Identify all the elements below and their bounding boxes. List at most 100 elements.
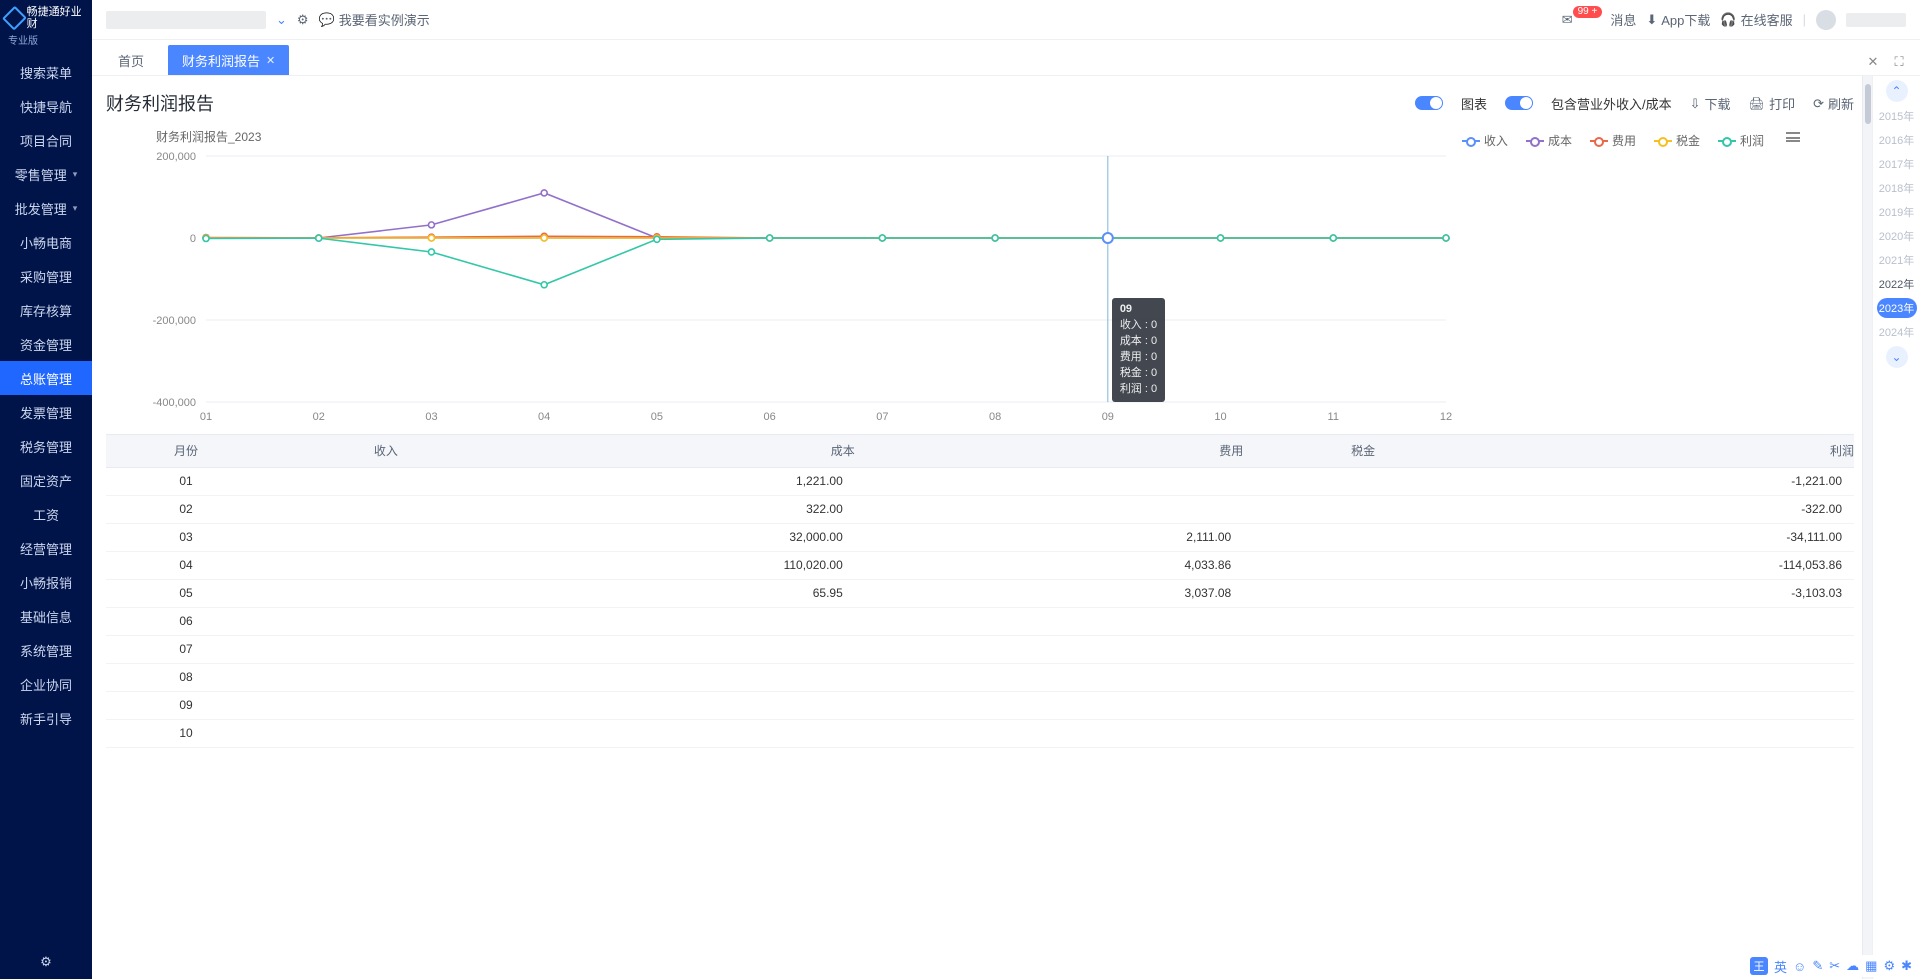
th-4: 税金 [1243, 435, 1375, 467]
org-selector[interactable] [106, 11, 266, 29]
cell [1243, 495, 1375, 523]
year-2023年[interactable]: 2023年 [1877, 298, 1917, 318]
speech-icon: 💬 [319, 12, 335, 28]
svg-text:07: 07 [876, 411, 888, 423]
sidebar-item-11[interactable]: 税务管理 [0, 429, 92, 463]
legend-费用[interactable]: 费用 [1590, 132, 1636, 149]
print-button[interactable]: 🖨打印 [1749, 94, 1796, 113]
tab-0[interactable]: 首页 [104, 45, 158, 75]
tab-close-all[interactable]: ✕ [1864, 53, 1882, 71]
tab-1[interactable]: 财务利润报告✕ [168, 45, 289, 75]
sidebar-menu: 搜索菜单快捷导航项目合同零售管理批发管理小畅电商采购管理库存核算资金管理总账管理… [0, 55, 92, 945]
sidebar-item-9[interactable]: 总账管理 [0, 361, 92, 395]
toggle-chart-label: 图表 [1461, 94, 1487, 113]
ime-item-5[interactable]: ▦ [1865, 958, 1877, 974]
fullscreen-icon[interactable]: ⛶ [1890, 53, 1908, 71]
year-2016年[interactable]: 2016年 [1877, 130, 1917, 150]
sidebar-item-2[interactable]: 项目合同 [0, 123, 92, 157]
refresh-icon: ⟳ [1813, 97, 1824, 110]
app-download[interactable]: ⬇ App下载 [1646, 10, 1710, 29]
demo-link[interactable]: 💬 我要看实例演示 [319, 10, 430, 29]
year-2019年[interactable]: 2019年 [1877, 202, 1917, 222]
sidebar-item-19[interactable]: 新手引导 [0, 701, 92, 735]
svg-text:09: 09 [1102, 411, 1114, 423]
cell [398, 719, 855, 747]
cell [1375, 635, 1854, 663]
sidebar-item-7[interactable]: 库存核算 [0, 293, 92, 327]
cell: 03 [106, 523, 266, 551]
year-2021年[interactable]: 2021年 [1877, 250, 1917, 270]
brand-name: 畅捷通好业财 [27, 6, 86, 30]
sidebar-item-6[interactable]: 采购管理 [0, 259, 92, 293]
ime-item-0[interactable]: 英 [1774, 957, 1787, 976]
chevron-down-icon[interactable]: ⌄ [276, 12, 287, 28]
th-5: 利润 [1375, 435, 1854, 467]
ime-item-7[interactable]: ✱ [1901, 958, 1912, 974]
year-2022年[interactable]: 2022年 [1877, 274, 1917, 294]
online-support[interactable]: 🎧 在线客服 [1720, 10, 1792, 29]
ime-item-2[interactable]: ✎ [1812, 958, 1823, 974]
ime-item-4[interactable]: ☁ [1846, 958, 1859, 974]
svg-text:06: 06 [764, 411, 776, 423]
ime-item-1[interactable]: ☺ [1793, 959, 1806, 974]
toggle-chart[interactable] [1415, 96, 1443, 110]
username[interactable] [1846, 13, 1906, 27]
legend-swatch [1718, 140, 1736, 142]
sidebar-item-12[interactable]: 固定资产 [0, 463, 92, 497]
year-2018年[interactable]: 2018年 [1877, 178, 1917, 198]
sidebar-item-17[interactable]: 系统管理 [0, 633, 92, 667]
cell [1375, 691, 1854, 719]
year-up[interactable]: ⌃ [1886, 80, 1908, 102]
line-chart[interactable]: -400,000-200,0000200,0000102030405060708… [106, 126, 1466, 426]
sidebar-item-13[interactable]: 工资 [0, 497, 92, 531]
sidebar-item-10[interactable]: 发票管理 [0, 395, 92, 429]
logo[interactable]: 畅捷通好业财 [0, 0, 92, 32]
year-2017年[interactable]: 2017年 [1877, 154, 1917, 174]
sidebar-item-4[interactable]: 批发管理 [0, 191, 92, 225]
cell: 10 [106, 719, 266, 747]
table-row: 04110,020.004,033.86-114,053.86 [106, 551, 1854, 579]
download-icon: ⬇ [1646, 12, 1657, 28]
sidebar-item-14[interactable]: 经营管理 [0, 531, 92, 565]
gear-icon[interactable]: ⚙ [297, 12, 309, 28]
legend-税金[interactable]: 税金 [1654, 132, 1700, 149]
cell: 08 [106, 663, 266, 691]
toggle-include-other[interactable] [1505, 96, 1533, 110]
th-3: 费用 [855, 435, 1243, 467]
refresh-button[interactable]: ⟳刷新 [1813, 94, 1854, 113]
scrollbar[interactable] [1862, 76, 1872, 979]
sidebar-item-0[interactable]: 搜索菜单 [0, 55, 92, 89]
settings-icon[interactable]: ⚙ [40, 954, 52, 970]
year-2015年[interactable]: 2015年 [1877, 106, 1917, 126]
ime-item-3[interactable]: ✂ [1829, 958, 1840, 974]
legend-利润[interactable]: 利润 [1718, 132, 1764, 149]
chart-tooltip: 09收入 : 0成本 : 0费用 : 0税金 : 0利润 : 0 [1112, 298, 1165, 402]
messages[interactable]: ✉ 99 + 消息 [1562, 10, 1637, 29]
legend-menu-icon[interactable] [1786, 132, 1800, 142]
cell: 4,033.86 [855, 551, 1243, 579]
sidebar-item-16[interactable]: 基础信息 [0, 599, 92, 633]
legend-label: 成本 [1548, 132, 1572, 149]
headset-icon: 🎧 [1720, 12, 1736, 28]
close-icon[interactable]: ✕ [266, 54, 275, 67]
sidebar-item-15[interactable]: 小畅报销 [0, 565, 92, 599]
sidebar-item-3[interactable]: 零售管理 [0, 157, 92, 191]
year-2020年[interactable]: 2020年 [1877, 226, 1917, 246]
legend-收入[interactable]: 收入 [1462, 132, 1508, 149]
cell [855, 719, 1243, 747]
cell [855, 635, 1243, 663]
cell: 1,221.00 [398, 467, 855, 495]
sidebar-item-1[interactable]: 快捷导航 [0, 89, 92, 123]
sidebar-item-5[interactable]: 小畅电商 [0, 225, 92, 259]
year-down[interactable]: ⌄ [1886, 346, 1908, 368]
sidebar-item-8[interactable]: 资金管理 [0, 327, 92, 361]
cell [266, 663, 398, 691]
legend-成本[interactable]: 成本 [1526, 132, 1572, 149]
year-2024年[interactable]: 2024年 [1877, 322, 1917, 342]
ime-pill[interactable]: 王 [1750, 957, 1768, 975]
download-button[interactable]: ⇩下载 [1690, 94, 1731, 113]
ime-item-6[interactable]: ⚙ [1883, 958, 1895, 974]
avatar[interactable] [1816, 10, 1836, 30]
year-rail: ⌃ 2015年 2016年 2017年 2018年 2019年 2020年 2021年 2022… [1872, 76, 1920, 979]
sidebar-item-18[interactable]: 企业协同 [0, 667, 92, 701]
